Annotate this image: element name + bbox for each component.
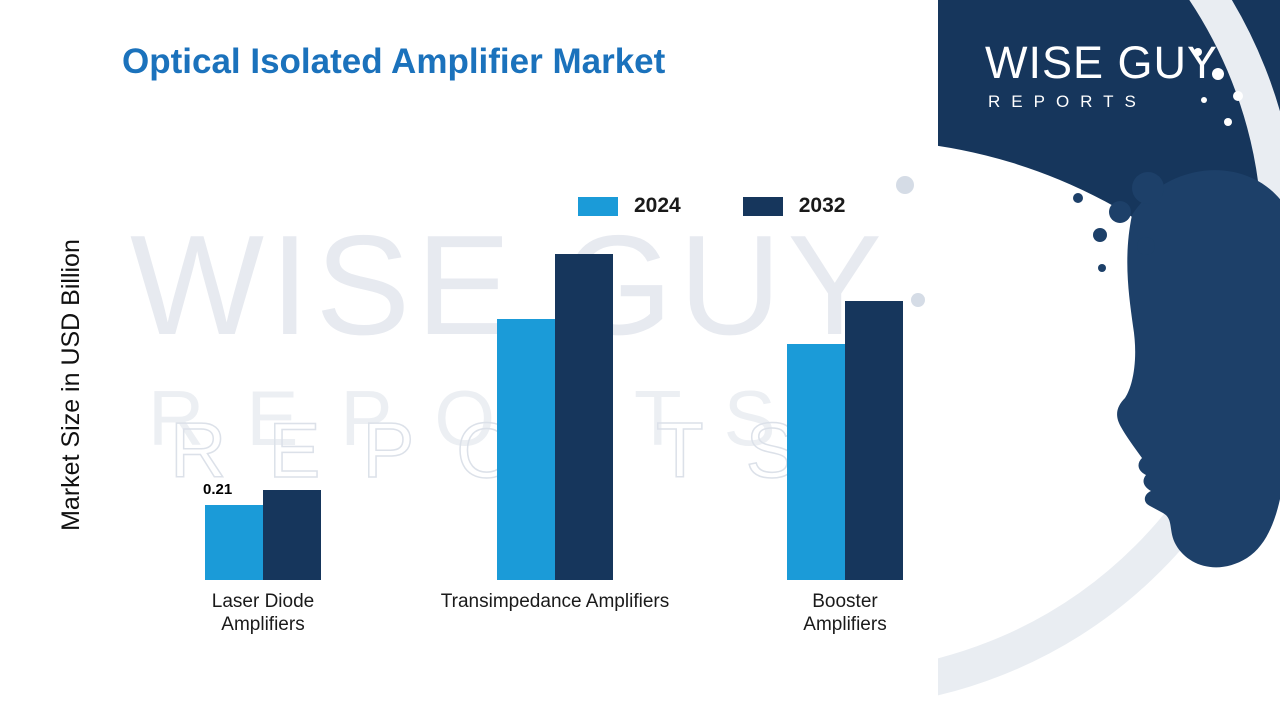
legend-label-2024: 2024 [634, 194, 681, 217]
bar-2032-group-2 [555, 254, 613, 580]
navy-dots-cluster [1073, 172, 1164, 272]
bar-group-2 [497, 254, 613, 580]
background-watermark: WISE GUY REPORTS REPORTS [130, 215, 888, 490]
plot-area: 0.21 [203, 254, 903, 580]
watermark-reports-outline-text: REPORTS [169, 410, 840, 490]
category-label-2: Transimpedance Amplifiers [440, 591, 670, 612]
logo-wiseguy-text: WISE GUY [985, 37, 1219, 88]
bar-2024-group-3 [787, 344, 845, 580]
bar-2032-group-1 [263, 490, 321, 580]
page-title: Optical Isolated Amplifier Market [122, 42, 666, 81]
bar-group-3 [787, 301, 903, 580]
bar-2024-group-1: 0.21 [203, 481, 263, 580]
legend-swatch-2032 [742, 196, 783, 216]
legend-item-2024: 2024 [578, 194, 681, 218]
logo-reports-text: REPORTS [988, 91, 1147, 111]
watermark-reports-text: REPORTS [148, 374, 818, 462]
face-profile-silhouette [1117, 170, 1280, 568]
category-label-1: Laser Diode Amplifiers [211, 591, 315, 636]
legend-swatch-2024 [578, 196, 618, 216]
bar-group-1: 0.21 [203, 481, 321, 580]
legend-label-2032: 2032 [798, 194, 846, 217]
chart-legend: 2024 2032 [578, 194, 845, 218]
bar-2024-group-2 [497, 319, 555, 580]
bar-2032-group-3 [845, 301, 903, 580]
category-label-3: Booster Amplifiers [803, 591, 887, 636]
legend-item-2032: 2032 [742, 194, 846, 218]
wise-guy-reports-logo: WISE GUY REPORTS [985, 38, 1218, 112]
bar-value-label: 0.21 [203, 481, 233, 498]
